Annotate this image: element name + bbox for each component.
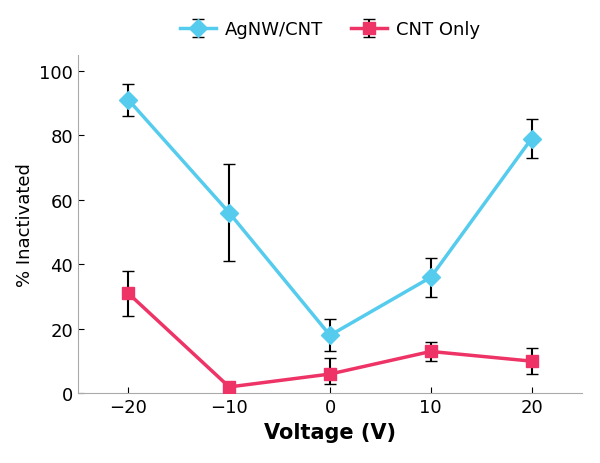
Y-axis label: % Inactivated: % Inactivated: [16, 163, 34, 286]
Legend: AgNW/CNT, CNT Only: AgNW/CNT, CNT Only: [173, 14, 487, 46]
X-axis label: Voltage (V): Voltage (V): [264, 422, 396, 442]
